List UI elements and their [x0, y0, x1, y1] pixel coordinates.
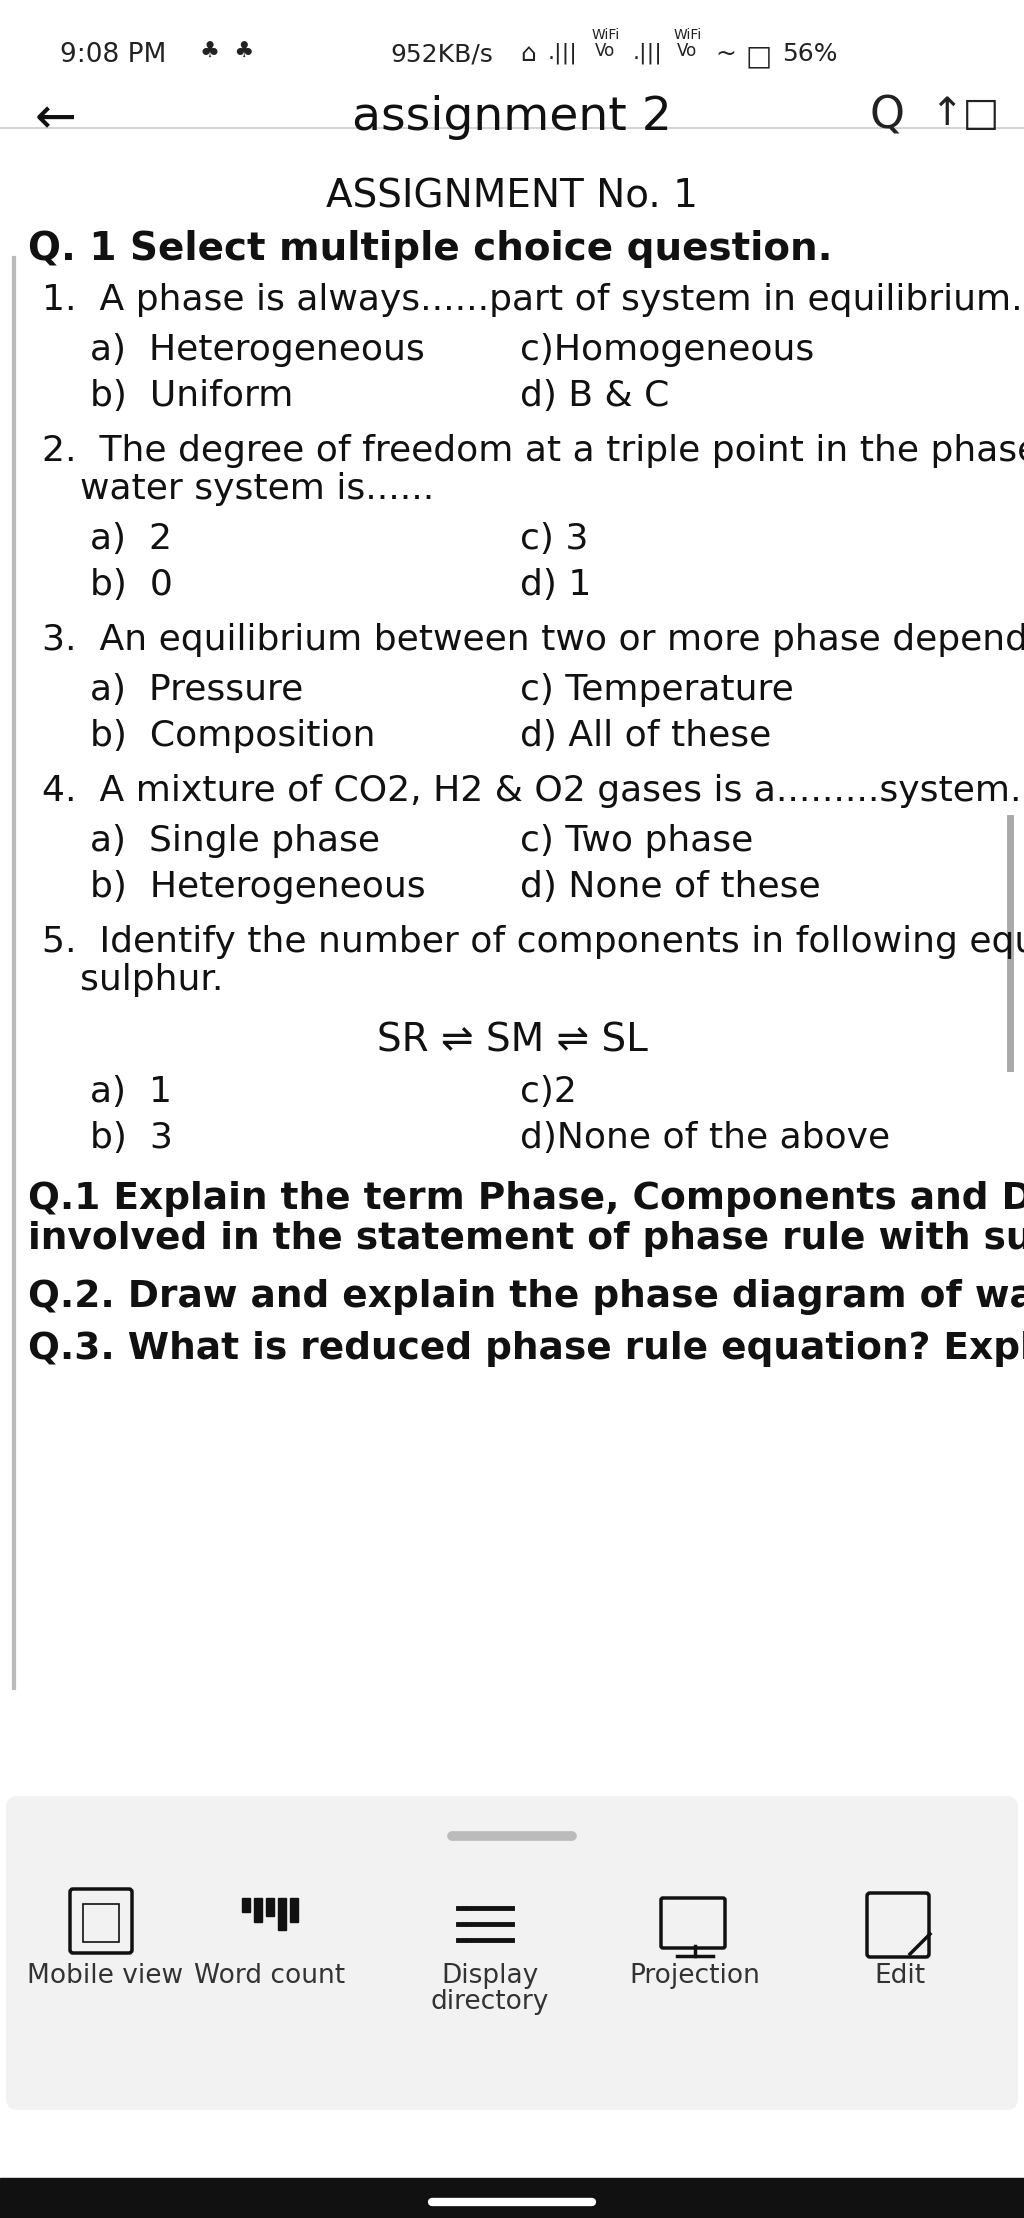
Text: Projection: Projection	[630, 1963, 761, 1990]
Text: ♣  ♣: ♣ ♣	[200, 42, 254, 62]
Text: c) 3: c) 3	[520, 521, 589, 557]
Text: Q.3. What is reduced phase rule equation? Explain Silver-lead two: Q.3. What is reduced phase rule equation…	[28, 1331, 1024, 1366]
Text: 1.  A phase is always......part of system in equilibrium.: 1. A phase is always......part of system…	[42, 284, 1023, 317]
Text: b)  Composition: b) Composition	[90, 719, 376, 752]
Text: a)  2: a) 2	[90, 521, 172, 557]
Text: d) All of these: d) All of these	[520, 719, 771, 752]
Bar	[242, 1899, 250, 1912]
Text: c) Temperature: c) Temperature	[520, 672, 794, 708]
Text: 2.  The degree of freedom at a triple point in the phase diagram for: 2. The degree of freedom at a triple poi…	[42, 435, 1024, 468]
Text: b)  0: b) 0	[90, 568, 173, 601]
Text: d) B & C: d) B & C	[520, 379, 670, 413]
Bar	[254, 1899, 262, 1923]
Text: Q. 1 Select multiple choice question.: Q. 1 Select multiple choice question.	[28, 231, 833, 268]
Text: 5.  Identify the number of components in following equilibrium system of: 5. Identify the number of components in …	[42, 925, 1024, 958]
Bar	[290, 1899, 298, 1923]
Text: Vo: Vo	[677, 42, 697, 60]
Bar	[266, 1899, 274, 1916]
Text: ←: ←	[35, 95, 77, 142]
Text: Edit: Edit	[874, 1963, 926, 1990]
Text: ASSIGNMENT No. 1: ASSIGNMENT No. 1	[326, 177, 698, 215]
Text: ↑□: ↑□	[930, 95, 999, 133]
Text: a)  Pressure: a) Pressure	[90, 672, 303, 708]
Text: sulphur.: sulphur.	[80, 963, 223, 998]
Text: d) 1: d) 1	[520, 568, 592, 601]
Text: SR ⇌ SM ⇌ SL: SR ⇌ SM ⇌ SL	[377, 1020, 647, 1058]
Text: 952KB/s: 952KB/s	[390, 42, 493, 67]
Text: 56%: 56%	[782, 42, 838, 67]
Text: b)  3: b) 3	[90, 1120, 173, 1156]
Text: Q: Q	[870, 95, 905, 138]
Bar	[0, 2178, 1024, 2218]
Text: b)  Heterogeneous: b) Heterogeneous	[90, 869, 426, 905]
Text: .|||: .|||	[633, 42, 663, 64]
Text: d) None of these: d) None of these	[520, 869, 820, 905]
Text: □: □	[745, 42, 771, 71]
Text: 3.  An equilibrium between two or more phase depends on........: 3. An equilibrium between two or more ph…	[42, 623, 1024, 657]
Text: c)2: c)2	[520, 1076, 577, 1109]
Text: involved in the statement of phase rule with suitable examples.: involved in the statement of phase rule …	[28, 1220, 1024, 1258]
Text: .|||: .|||	[548, 42, 578, 64]
Text: c)Homogeneous: c)Homogeneous	[520, 333, 814, 366]
Text: ⌂: ⌂	[520, 42, 536, 67]
Text: Display: Display	[441, 1963, 539, 1990]
Text: c) Two phase: c) Two phase	[520, 825, 754, 858]
Text: Vo: Vo	[595, 42, 615, 60]
Text: assignment 2: assignment 2	[352, 95, 672, 140]
Text: a)  Single phase: a) Single phase	[90, 825, 380, 858]
Text: directory: directory	[431, 1990, 549, 2014]
Text: Q.2. Draw and explain the phase diagram of water system.: Q.2. Draw and explain the phase diagram …	[28, 1280, 1024, 1315]
Text: a)  1: a) 1	[90, 1076, 172, 1109]
Bar	[278, 1899, 286, 1930]
Text: Word count: Word count	[195, 1963, 345, 1990]
Text: 4.  A mixture of CO2, H2 & O2 gases is a.........system.: 4. A mixture of CO2, H2 & O2 gases is a.…	[42, 774, 1022, 807]
Text: d)None of the above: d)None of the above	[520, 1120, 890, 1156]
Text: ~: ~	[715, 42, 736, 67]
Text: WiFi: WiFi	[674, 29, 702, 42]
Text: b)  Uniform: b) Uniform	[90, 379, 293, 413]
Text: WiFi: WiFi	[592, 29, 621, 42]
Text: 9:08 PM: 9:08 PM	[60, 42, 166, 69]
Text: water system is......: water system is......	[80, 472, 434, 506]
Text: Mobile view: Mobile view	[27, 1963, 183, 1990]
FancyBboxPatch shape	[6, 1797, 1018, 2109]
Text: Q.1 Explain the term Phase, Components and Degree of freedom: Q.1 Explain the term Phase, Components a…	[28, 1180, 1024, 1218]
Text: a)  Heterogeneous: a) Heterogeneous	[90, 333, 425, 366]
